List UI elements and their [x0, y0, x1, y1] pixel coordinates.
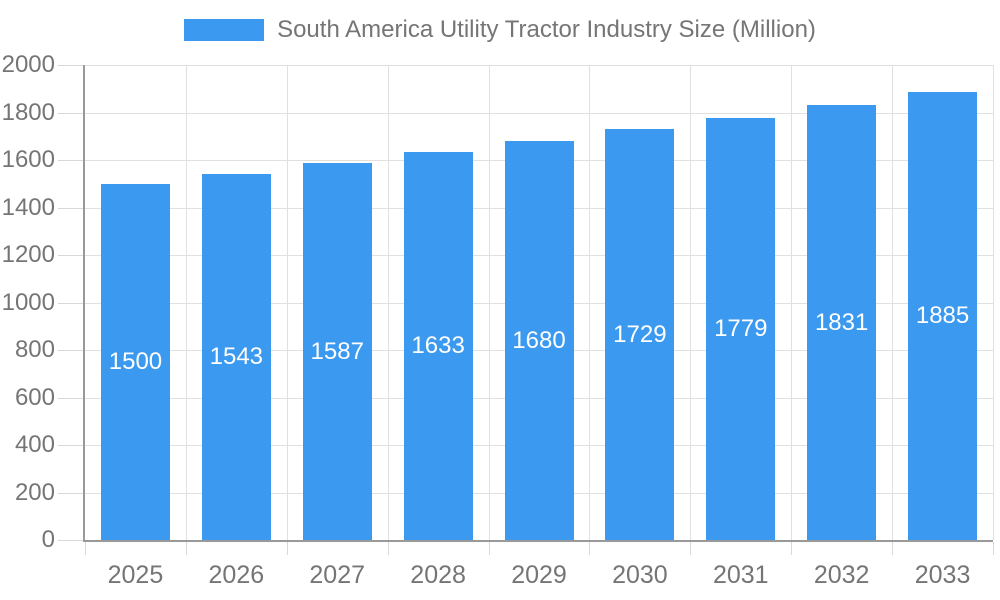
- x-axis-label: 2030: [612, 561, 668, 589]
- y-axis-label: 1800: [1, 98, 55, 126]
- y-axis-label: 800: [14, 336, 55, 363]
- x-gridline: [387, 65, 389, 540]
- y-tick-mark: [58, 65, 83, 66]
- x-gridline: [286, 65, 288, 540]
- bar: 1500: [100, 183, 170, 540]
- y-axis-label: 200: [14, 478, 55, 506]
- x-tick-mark: [993, 542, 994, 555]
- x-gridline: [892, 65, 894, 540]
- bar-value-label: 1587: [310, 337, 364, 365]
- bar: 1779: [706, 117, 776, 540]
- y-tick-mark: [58, 207, 83, 209]
- y-tick-mark: [58, 445, 83, 446]
- x-axis-label: 2033: [914, 561, 971, 589]
- x-tick-mark: [791, 542, 793, 555]
- bar-value-label: 1543: [209, 342, 264, 370]
- x-tick-mark: [185, 542, 187, 555]
- bar: 1680: [504, 141, 574, 540]
- x-axis-label: 2031: [712, 561, 769, 589]
- plot-area: 0 200 400 600 800 1000 1200 1400 1600 1800 2000 150…: [2, 51, 994, 589]
- bar-value-label: 1500: [108, 347, 163, 375]
- bar: 1633: [403, 152, 473, 540]
- y-tick-mark: [58, 540, 83, 541]
- y-axis-label: 1600: [1, 146, 55, 173]
- y-axis-label: 1200: [1, 241, 55, 268]
- y-tick-mark: [58, 302, 83, 304]
- legend-label: South America Utility Tractor Industry S…: [277, 16, 816, 43]
- bar-value-label: 1779: [714, 314, 768, 342]
- y-axis-label: 2000: [1, 51, 55, 78]
- x-axis-label: 2028: [410, 561, 466, 589]
- x-gridline: [589, 65, 591, 540]
- x-tick-mark: [387, 542, 389, 555]
- x-tick-mark: [85, 542, 86, 555]
- legend-swatch: [184, 19, 265, 41]
- y-axis-label: 400: [14, 431, 55, 458]
- bar-value-label: 1729: [613, 320, 667, 348]
- x-tick-mark: [892, 542, 894, 555]
- y-tick-mark: [58, 255, 83, 256]
- x-tick-mark: [488, 542, 490, 555]
- legend: South America Utility Tractor Industry S…: [0, 16, 1000, 44]
- x-gridline: [791, 65, 793, 540]
- x-tick-mark: [589, 542, 591, 555]
- bar: 1543: [201, 173, 271, 540]
- y-tick-mark: [58, 350, 83, 351]
- bar-value-label: 1885: [915, 302, 970, 330]
- x-gridline: [185, 65, 187, 540]
- y-axis-label: 1000: [1, 288, 55, 316]
- x-gridline: [690, 65, 692, 540]
- bar: 1587: [302, 163, 372, 540]
- y-tick-mark: [58, 492, 83, 494]
- x-axis-label: 2032: [813, 561, 870, 589]
- x-tick-mark: [286, 542, 288, 555]
- y-axis-label: 1400: [1, 193, 55, 221]
- x-axis-label: 2027: [309, 561, 366, 589]
- y-axis-label: 600: [14, 383, 55, 411]
- y-tick-mark: [58, 112, 83, 114]
- bar: 1831: [807, 105, 877, 540]
- bar: 1885: [908, 92, 978, 540]
- x-axis-label: 2026: [208, 561, 265, 589]
- x-gridline: [993, 65, 994, 540]
- bar: 1729: [605, 129, 675, 540]
- y-axis-label: 0: [41, 526, 55, 553]
- y-tick-mark: [58, 397, 83, 399]
- bar-value-label: 1831: [814, 308, 869, 336]
- x-axis-label: 2029: [511, 561, 567, 589]
- x-tick-mark: [690, 542, 692, 555]
- x-gridline: [488, 65, 490, 540]
- x-axis-label: 2025: [107, 561, 164, 589]
- bar-value-label: 1680: [512, 326, 566, 354]
- y-gridline: [85, 112, 993, 114]
- y-gridline: [85, 65, 993, 66]
- y-tick-mark: [58, 160, 83, 161]
- bar-value-label: 1633: [411, 332, 465, 360]
